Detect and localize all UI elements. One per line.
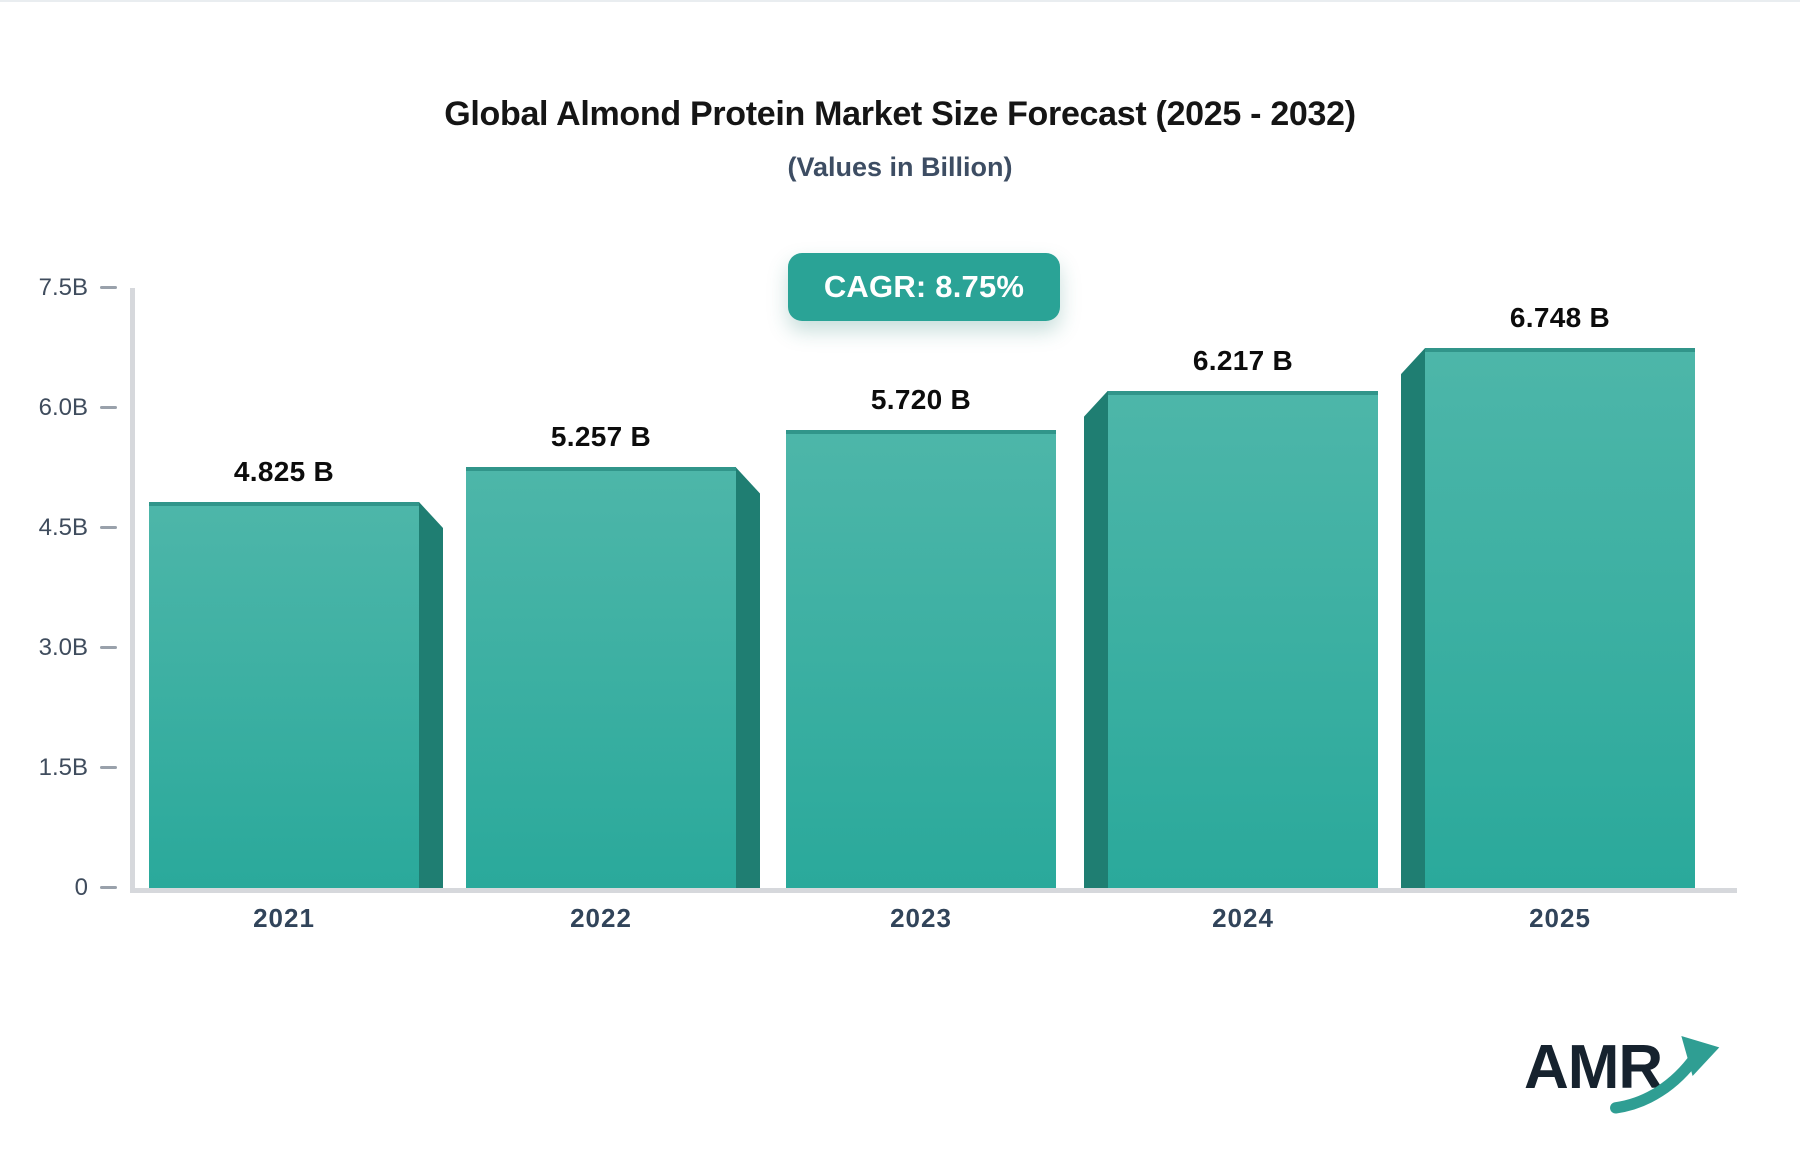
cagr-badge-label: CAGR: 8.75% [823, 269, 1025, 304]
y-tick-label: 0 [74, 874, 88, 901]
chart-title: Global Almond Protein Market Size Foreca… [444, 95, 1356, 133]
bar-value-label: 5.720 B [870, 384, 972, 416]
bar-2022 [466, 467, 736, 888]
y-tick-label: 1.5B [38, 754, 88, 781]
y-tick-mark [100, 406, 117, 409]
x-tick-label-2025: 2025 [1529, 903, 1591, 933]
bar-value-label: 5.257 B [550, 421, 652, 453]
plot-area: 0 1.5B 3.0B 4.5B 6.0B 7.5B 4.825 B 2021 5.257 B… [39, 274, 1737, 933]
chart-subtitle: (Values in Billion) [787, 152, 1013, 182]
page-top-border [0, 0, 1800, 2]
bar-value-label: 6.217 B [1192, 344, 1294, 376]
x-tick-label-2024: 2024 [1212, 903, 1274, 933]
y-tick-mark [100, 286, 117, 289]
amr-logo: AMR [1524, 1032, 1734, 1127]
bar-3d-side-face [1401, 348, 1425, 888]
bar-2025 [1425, 348, 1695, 888]
y-tick-mark [100, 886, 117, 889]
x-axis-line [130, 888, 1737, 893]
x-tick-label-2023: 2023 [890, 903, 952, 933]
y-tick-label: 7.5B [38, 274, 88, 301]
bar-2023 [786, 430, 1056, 888]
x-tick-label-2021: 2021 [253, 903, 315, 933]
y-tick-label: 4.5B [38, 514, 88, 541]
bar-value-label: 4.825 B [233, 456, 335, 487]
bar-value-label: 6.748 B [1509, 302, 1611, 334]
bar-2024 [1108, 390, 1378, 888]
bar-2021 [149, 502, 419, 888]
y-tick-mark [100, 766, 117, 769]
bar-3d-side-face [1084, 390, 1108, 888]
y-tick-mark [100, 526, 117, 529]
y-tick-label: 6.0B [38, 394, 88, 421]
y-axis-line [130, 288, 135, 893]
y-tick-label: 3.0B [38, 634, 88, 661]
bar-3d-side-face [736, 467, 760, 888]
x-tick-label-2022: 2022 [570, 903, 632, 933]
cagr-badge: CAGR: 8.75% [788, 253, 1060, 321]
y-tick-mark [100, 646, 117, 649]
growth-arrow-icon [1610, 1036, 1720, 1114]
amr-logo-text: AMR [1524, 1033, 1663, 1102]
bar-3d-side-face [419, 502, 443, 888]
